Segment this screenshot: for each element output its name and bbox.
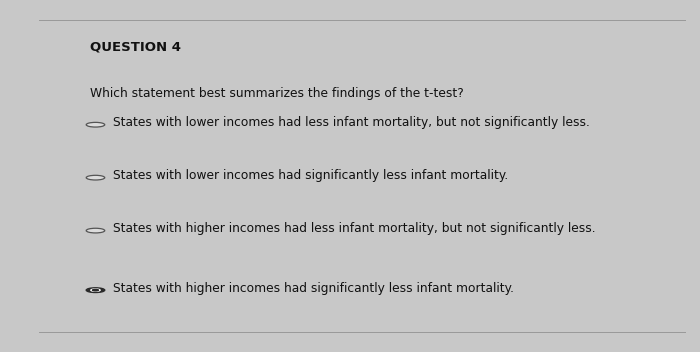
Text: States with higher incomes had significantly less infant mortality.: States with higher incomes had significa… — [113, 282, 514, 295]
Ellipse shape — [86, 175, 105, 180]
Ellipse shape — [86, 228, 105, 233]
Ellipse shape — [92, 289, 99, 291]
Text: States with higher incomes had less infant mortality, but not significantly less: States with higher incomes had less infa… — [113, 222, 596, 235]
Text: States with lower incomes had significantly less infant mortality.: States with lower incomes had significan… — [113, 169, 508, 182]
Text: States with lower incomes had less infant mortality, but not significantly less.: States with lower incomes had less infan… — [113, 117, 590, 130]
Text: QUESTION 4: QUESTION 4 — [90, 40, 181, 54]
Ellipse shape — [86, 288, 105, 293]
Ellipse shape — [86, 122, 105, 127]
Text: Which statement best summarizes the findings of the t-test?: Which statement best summarizes the find… — [90, 87, 464, 100]
Ellipse shape — [91, 289, 100, 291]
